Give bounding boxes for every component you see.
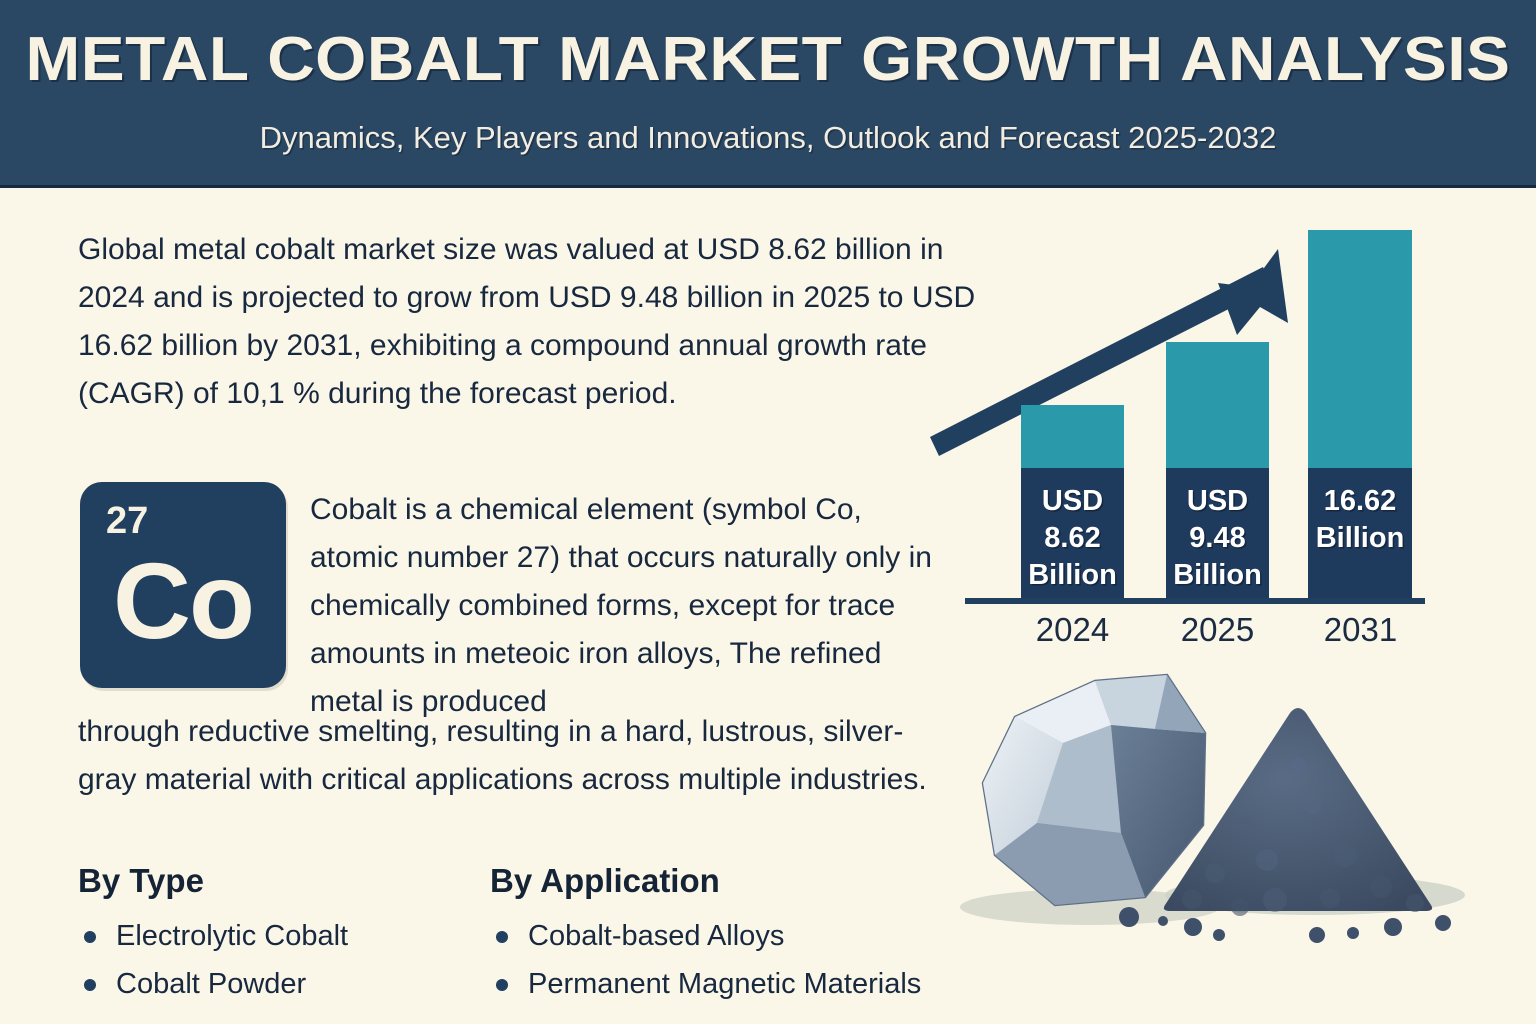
bar-2025-label-line1: USD <box>1186 485 1249 517</box>
rock-shadow <box>960 889 1220 925</box>
powder-scatter-grain <box>1119 907 1139 927</box>
bar-2024 <box>1021 405 1124 598</box>
page-subtitle: Dynamics, Key Players and Innovations, O… <box>259 120 1277 155</box>
bar-2031-value-label: 16.62 Billion <box>1306 483 1414 557</box>
chart-svg <box>930 230 1425 604</box>
by-application-list: Cobalt-based Alloys Permanent Magnetic M… <box>490 912 1010 1008</box>
element-atomic-number: 27 <box>106 500 149 542</box>
arrow-head <box>1218 249 1288 335</box>
powder-grain <box>1290 757 1306 773</box>
list-item: Cobalt Powder <box>78 960 478 1008</box>
bullet-icon <box>84 979 96 991</box>
by-application-item-label: Permanent Magnetic Materials <box>528 968 922 1000</box>
by-application-item-label: Cobalt-based Alloys <box>528 920 785 952</box>
by-type-list: Electrolytic Cobalt Cobalt Powder <box>78 912 478 1008</box>
x-tick-label-2025: 2025 <box>1180 611 1255 648</box>
cobalt-powder-pile-icon <box>1119 708 1451 943</box>
powder-grain <box>1304 796 1322 814</box>
powder-scatter-grain <box>1435 915 1451 931</box>
powder-scatter-grain <box>1213 929 1225 941</box>
bar-2031 <box>1308 230 1412 598</box>
list-item: Cobalt-based Alloys <box>490 912 1010 960</box>
powder-grain <box>1231 898 1249 916</box>
powder-grain <box>1406 894 1424 912</box>
bullet-icon <box>84 931 96 943</box>
rock-facet-top-corner <box>1155 675 1205 733</box>
x-tick-label-2024: 2024 <box>1035 611 1110 648</box>
bar-2025-top <box>1166 342 1269 468</box>
bar-2025-label-line3: Billion <box>1173 559 1262 591</box>
bar-2024-label-line3: Billion <box>1028 559 1117 591</box>
header-banner: METAL COBALT MARKET GROWTH ANALYSIS Dyna… <box>0 0 1536 188</box>
element-description-wrapped: Cobalt is a chemical element (symbol Co,… <box>310 493 932 718</box>
bar-2025-label-line2: 9.48 <box>1189 522 1246 554</box>
powder-grain <box>1320 888 1340 908</box>
bar-2024-value-label: USD 8.62 Billion <box>1021 483 1124 594</box>
rock-facet-center <box>1037 725 1121 833</box>
powder-grain <box>1263 888 1287 912</box>
cobalt-ore-rock-icon <box>981 673 1207 907</box>
upward-trend-arrow-icon <box>930 249 1288 456</box>
intro-paragraph: Global metal cobalt market size was valu… <box>78 233 976 410</box>
powder-grain <box>1205 863 1225 883</box>
list-item: Electrolytic Cobalt <box>78 912 478 960</box>
bar-2024-label-line1: USD <box>1041 485 1104 517</box>
rock-facet-bottom <box>995 823 1145 905</box>
bullet-icon <box>496 979 508 991</box>
x-tick-label-2031: 2031 <box>1323 611 1398 648</box>
powder-scatter-grain <box>1158 916 1168 926</box>
arrow-shaft <box>930 267 1272 456</box>
powder-grain <box>1182 889 1202 909</box>
bar-2031-top <box>1308 230 1412 468</box>
powder-scatter-grain <box>1309 927 1325 943</box>
bar-2025-value-label: USD 9.48 Billion <box>1166 483 1269 594</box>
by-type-item-label: Cobalt Powder <box>116 968 307 1000</box>
bar-2024-bottom <box>1021 468 1124 598</box>
bar-2031-label-line1: 16.62 <box>1323 485 1397 517</box>
bar-2024-top <box>1021 405 1124 468</box>
by-type-item-label: Electrolytic Cobalt <box>116 920 349 952</box>
powder-grain <box>1370 876 1392 898</box>
powder-grain <box>1236 816 1254 834</box>
powder-cone <box>1163 708 1433 911</box>
rock-facet-light-left <box>983 717 1063 855</box>
powder-grain <box>1333 843 1357 867</box>
powder-scatter-grain <box>1347 927 1359 939</box>
powder-scatter-grain <box>1184 918 1202 936</box>
bar-2025-bottom <box>1166 468 1269 598</box>
by-application-heading: By Application <box>490 862 720 899</box>
bar-2031-bottom <box>1308 468 1412 598</box>
by-application-section: By Application Cobalt-based Alloys Perma… <box>490 860 1010 1008</box>
rock-facet-top-left <box>1015 681 1111 743</box>
illustration-svg <box>960 673 1465 943</box>
by-type-section: By Type Electrolytic Cobalt Cobalt Powde… <box>78 860 478 1008</box>
bullet-icon <box>496 931 508 943</box>
bar-2024-label-line2: 8.62 <box>1044 522 1101 554</box>
rock-facet-top-right <box>1095 675 1167 729</box>
element-symbol: Co <box>113 540 255 661</box>
chart-x-axis <box>965 598 1425 604</box>
powder-scatter-grain <box>1384 918 1402 936</box>
bar-2025 <box>1166 342 1269 598</box>
page-title: METAL COBALT MARKET GROWTH ANALYSIS <box>25 25 1511 94</box>
element-description-continued: through reductive smelting, resulting in… <box>78 715 927 796</box>
market-growth-bar-chart: USD 8.62 Billion USD 9.48 Billion 16.62 … <box>920 215 1450 655</box>
cobalt-materials-illustration <box>915 655 1515 975</box>
powder-grain <box>1256 849 1278 871</box>
list-item: Permanent Magnetic Materials <box>490 960 1010 1008</box>
bar-2031-label-line2: Billion <box>1315 522 1405 554</box>
rock-facet-right-dark <box>1111 725 1205 897</box>
by-type-heading: By Type <box>78 862 204 899</box>
element-tile-cobalt: 27 Co <box>80 482 286 688</box>
